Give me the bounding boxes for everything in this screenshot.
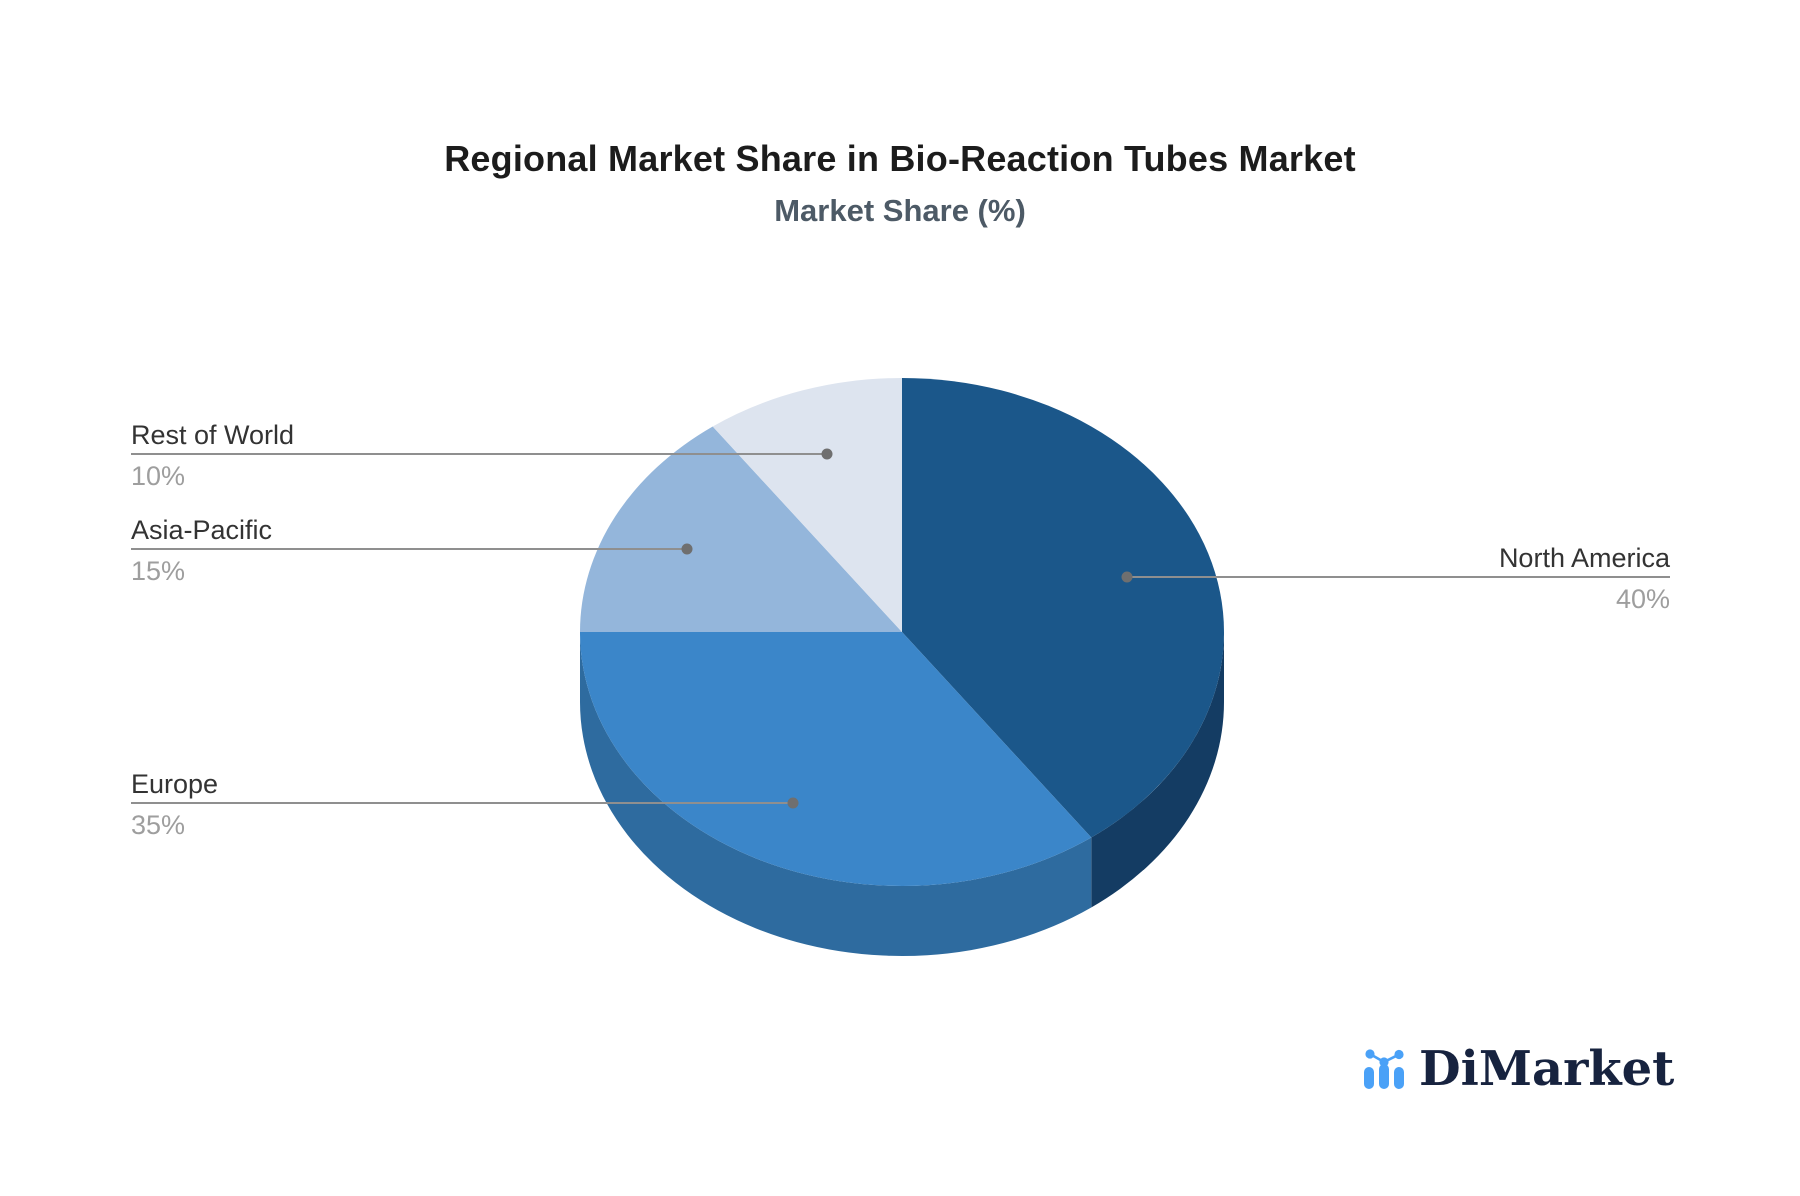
- connector-dot-north-america: [1121, 571, 1133, 583]
- connector-dot-asia-pacific: [681, 543, 693, 555]
- trend-dot-2: [1379, 1057, 1389, 1067]
- connector-dot-rest-of-world: [821, 448, 833, 460]
- slice-label: Asia-Pacific: [131, 515, 273, 545]
- slice-value: 10%: [131, 461, 186, 491]
- chart-subtitle: Market Share (%): [774, 193, 1026, 228]
- bar-3: [1394, 1067, 1404, 1089]
- slice-label: Europe: [131, 769, 219, 799]
- slice-value: 40%: [1615, 584, 1670, 614]
- callout-rest-of-world: Rest of World 10%: [131, 419, 294, 493]
- brand-logo: DiMarket: [1362, 1038, 1702, 1100]
- slice-label: Rest of World: [131, 420, 295, 450]
- pie-slice-europe: [580, 632, 1092, 887]
- bar-chart-trendline-icon: [1364, 1049, 1404, 1089]
- callout-europe: Europe 35%: [131, 768, 218, 842]
- bar-1: [1364, 1067, 1374, 1089]
- callout-asia-pacific: Asia-Pacific 15%: [131, 514, 272, 588]
- slice-value: 15%: [131, 556, 186, 586]
- pie-slice-rest-of-world: [712, 378, 902, 632]
- chart-title: Regional Market Share in Bio-Reaction Tu…: [444, 138, 1356, 179]
- slice-value: 35%: [131, 810, 186, 840]
- bar-2: [1379, 1064, 1389, 1089]
- pie-slice-side-north-america: [1091, 632, 1224, 908]
- pie-slice-side-europe: [579, 632, 1092, 957]
- slice-label: North America: [1498, 543, 1670, 573]
- pie-slice-asia-pacific: [580, 426, 902, 632]
- trend-dot-3: [1394, 1049, 1404, 1060]
- brand-logo-text: DiMarket: [1419, 1041, 1675, 1097]
- connector-dot-europe: [787, 797, 799, 809]
- callout-north-america: North America 40%: [1499, 542, 1670, 616]
- pie-slice-north-america: [902, 377, 1225, 838]
- trend-dot-1: [1365, 1049, 1375, 1059]
